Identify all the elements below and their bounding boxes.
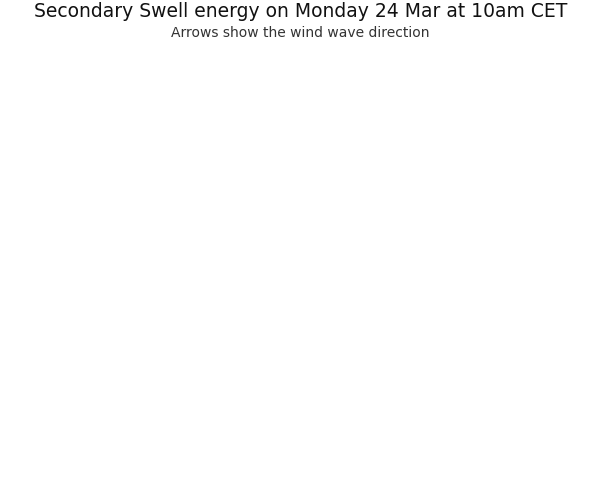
Text: Secondary Swell energy on Monday 24 Mar at 10am CET: Secondary Swell energy on Monday 24 Mar …	[34, 3, 567, 22]
Text: Arrows show the wind wave direction: Arrows show the wind wave direction	[171, 26, 430, 40]
Text: Map requires cartopy: Map requires cartopy	[197, 264, 404, 283]
